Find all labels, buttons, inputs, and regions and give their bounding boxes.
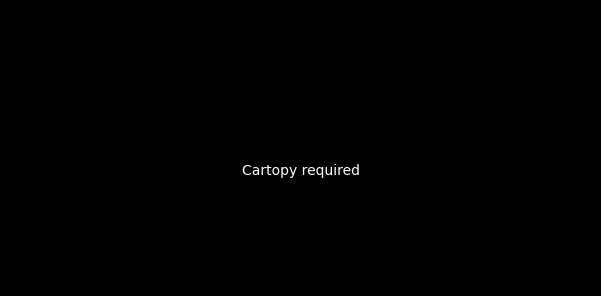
Text: Arrows show the wind wave direction: Arrows show the wind wave direction (171, 30, 430, 44)
Text: Cartopy required: Cartopy required (242, 164, 359, 178)
Text: Secondary Swell energy on Tuesday 25 Mar at 6pm -03: Secondary Swell energy on Tuesday 25 Mar… (23, 4, 578, 22)
